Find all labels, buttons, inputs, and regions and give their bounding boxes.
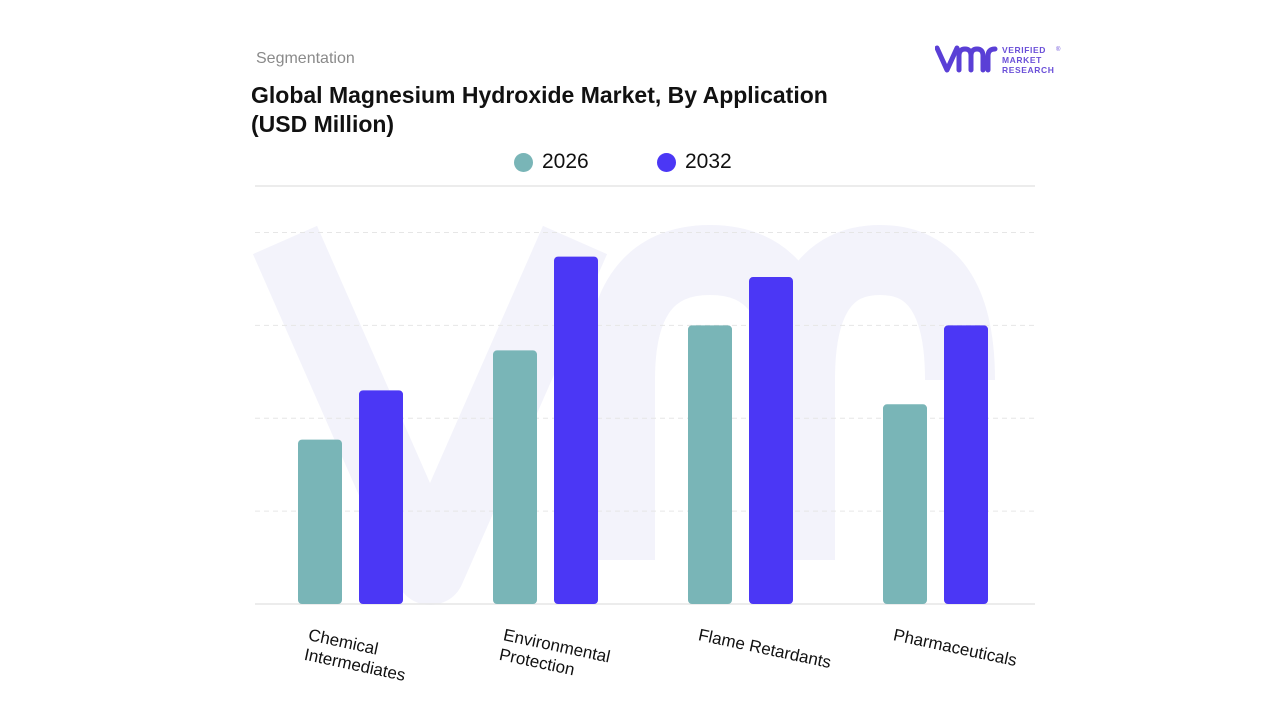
x-tick-label-1: ChemicalIntermediates <box>303 625 412 685</box>
x-tick-label-line: Flame Retardants <box>697 625 833 672</box>
bar-2032-2 <box>554 256 598 604</box>
x-tick-label-line: Pharmaceuticals <box>892 625 1019 670</box>
section-label: Segmentation <box>256 50 355 67</box>
verified-market-research-logo: VERIFIED MARKET RESEARCH ® <box>934 44 1065 76</box>
chart-title-line-2: (USD Million) <box>251 111 395 137</box>
legend-swatch-2032 <box>657 152 676 172</box>
chart-legend: 2026 2032 <box>0 150 1280 176</box>
chart-title: Global Magnesium Hydroxide Market, By Ap… <box>251 81 891 139</box>
legend-item-2032: 2032 <box>657 150 732 174</box>
bar-2026-4 <box>883 404 927 604</box>
vmr-logo-mark: VERIFIED MARKET RESEARCH ® <box>934 45 1061 75</box>
bar-2032-3 <box>749 277 793 604</box>
bars <box>298 256 988 604</box>
x-tick-label-2: EnvironmentalProtection <box>498 625 612 686</box>
bar-2026-3 <box>688 325 732 604</box>
x-tick-labels: ChemicalIntermediates EnvironmentalProtec… <box>303 625 1019 686</box>
bar-2032-1 <box>359 390 403 604</box>
legend-label-2026: 2026 <box>542 150 589 173</box>
legend-label-2032: 2032 <box>685 150 732 173</box>
logo-word-3: RESEARCH <box>1002 65 1055 75</box>
logo-word-1: VERIFIED <box>1002 45 1046 55</box>
bar-2032-4 <box>944 325 988 604</box>
bar-2026-2 <box>493 350 537 604</box>
chart-title-line-1: Global Magnesium Hydroxide Market, By Ap… <box>251 82 828 108</box>
logo-registered-mark: ® <box>1056 46 1061 53</box>
legend-item-2026: 2026 <box>514 150 589 174</box>
x-tick-label-4: Pharmaceuticals <box>892 625 1019 670</box>
bar-2026-1 <box>298 439 342 604</box>
watermark-v <box>252 225 608 605</box>
legend-swatch-2026 <box>514 152 533 172</box>
logo-word-2: MARKET <box>1002 55 1042 65</box>
x-tick-label-3: Flame Retardants <box>697 625 833 672</box>
